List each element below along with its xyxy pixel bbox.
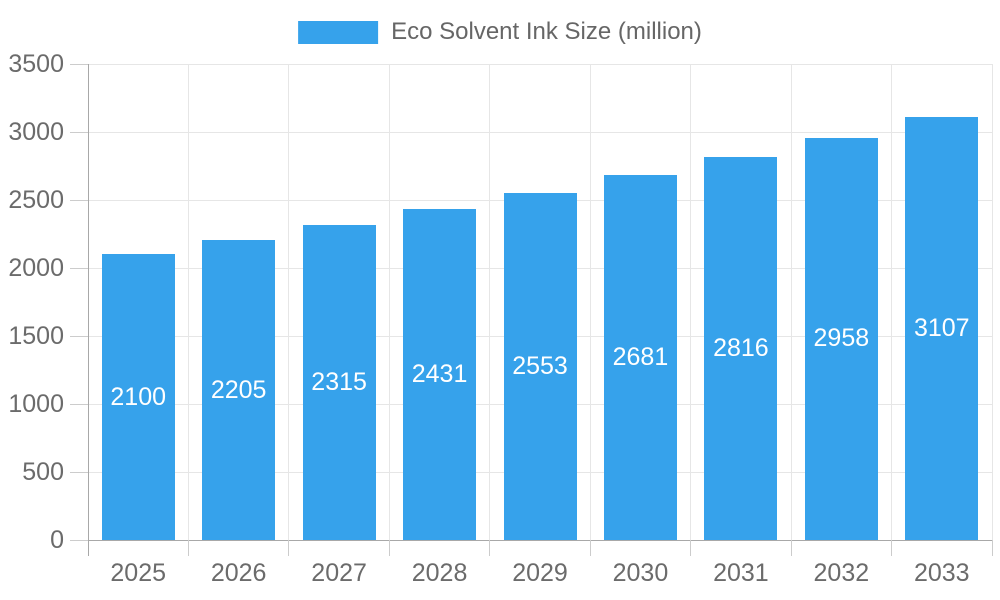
x-axis-tick bbox=[891, 540, 893, 556]
y-axis-tick bbox=[70, 131, 88, 133]
bar[interactable]: 2553 bbox=[503, 192, 577, 540]
y-axis-tick bbox=[70, 63, 88, 65]
y-axis-tick bbox=[70, 471, 88, 473]
y-axis-tick-label: 2000 bbox=[8, 254, 64, 282]
x-axis-tick-label: 2029 bbox=[512, 559, 568, 587]
x-axis-tick bbox=[388, 540, 390, 556]
y-axis-tick bbox=[70, 199, 88, 201]
bar[interactable]: 2681 bbox=[603, 175, 677, 540]
bar-value-label: 3107 bbox=[913, 314, 970, 343]
bar-value-label: 2816 bbox=[713, 334, 769, 362]
gridline-vertical bbox=[790, 64, 792, 540]
bar[interactable]: 2100 bbox=[101, 254, 175, 540]
x-axis-tick bbox=[690, 540, 692, 556]
x-axis-tick bbox=[790, 540, 792, 556]
bar[interactable]: 2205 bbox=[202, 240, 276, 540]
bar[interactable]: 2431 bbox=[403, 209, 477, 540]
y-axis-tick-label: 3000 bbox=[8, 118, 64, 146]
y-axis-tick bbox=[70, 403, 88, 405]
y-axis-line bbox=[87, 64, 89, 556]
y-axis-tick-label: 2500 bbox=[8, 186, 64, 214]
bar-value-label: 2958 bbox=[813, 324, 870, 353]
bar[interactable]: 3107 bbox=[905, 117, 979, 540]
x-axis-tick-label: 2032 bbox=[813, 559, 870, 587]
gridline-horizontal bbox=[88, 131, 992, 133]
gridline-vertical bbox=[388, 64, 390, 540]
y-axis-tick-label: 0 bbox=[50, 526, 64, 554]
bar-value-label: 2431 bbox=[411, 360, 468, 389]
x-axis-tick-label: 2030 bbox=[612, 559, 669, 587]
legend-swatch-icon bbox=[298, 20, 379, 44]
bar-value-label: 2553 bbox=[512, 351, 568, 380]
y-axis-tick bbox=[70, 539, 88, 541]
gridline-vertical bbox=[589, 64, 591, 540]
bar[interactable]: 2816 bbox=[704, 157, 778, 540]
y-axis-tick bbox=[70, 335, 88, 337]
x-axis-tick bbox=[991, 540, 993, 556]
y-axis-tick-label: 1000 bbox=[8, 390, 64, 418]
x-axis-tick bbox=[187, 540, 189, 556]
x-axis-tick bbox=[489, 540, 491, 556]
legend-label: Eco Solvent Ink Size (million) bbox=[391, 18, 702, 45]
gridline-vertical bbox=[288, 64, 290, 540]
y-axis-tick-label: 1500 bbox=[8, 322, 64, 350]
x-axis-tick-label: 2027 bbox=[311, 559, 367, 587]
x-axis-tick-label: 2025 bbox=[110, 559, 167, 587]
x-axis-tick bbox=[589, 540, 591, 556]
y-axis-tick bbox=[70, 267, 88, 269]
gridline-horizontal bbox=[88, 63, 992, 65]
x-axis-tick-label: 2026 bbox=[210, 559, 267, 587]
gridline-vertical bbox=[187, 64, 189, 540]
bar-value-label: 2315 bbox=[311, 368, 367, 397]
zero-gridline bbox=[88, 539, 992, 541]
x-axis-tick-label: 2031 bbox=[713, 559, 769, 587]
gridline-vertical bbox=[489, 64, 491, 540]
y-axis-tick-label: 3500 bbox=[8, 50, 64, 78]
bar-value-label: 2205 bbox=[210, 375, 267, 404]
bar[interactable]: 2958 bbox=[804, 137, 878, 540]
bar[interactable]: 2315 bbox=[302, 225, 376, 540]
x-axis-tick-label: 2028 bbox=[411, 559, 468, 587]
bar-value-label: 2100 bbox=[110, 382, 167, 411]
gridline-vertical bbox=[690, 64, 692, 540]
x-axis-tick-label: 2033 bbox=[913, 559, 970, 587]
legend[interactable]: Eco Solvent Ink Size (million) bbox=[298, 18, 702, 46]
gridline-vertical bbox=[991, 64, 993, 540]
x-axis-tick bbox=[288, 540, 290, 556]
y-axis-tick-label: 500 bbox=[22, 458, 64, 486]
gridline-vertical bbox=[891, 64, 893, 540]
bar-value-label: 2681 bbox=[612, 343, 669, 372]
